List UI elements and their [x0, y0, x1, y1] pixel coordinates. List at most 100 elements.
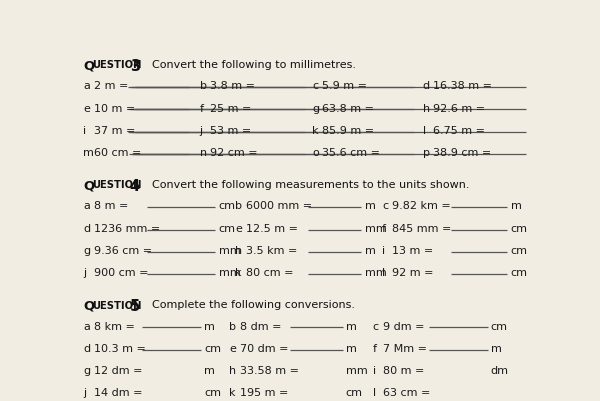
Text: 14 dm =: 14 dm =: [94, 387, 142, 397]
Text: 80 cm =: 80 cm =: [245, 267, 293, 277]
Text: mm: mm: [365, 267, 386, 277]
Text: m: m: [365, 201, 376, 211]
Text: b: b: [200, 81, 206, 91]
Text: m: m: [204, 321, 215, 331]
Text: c: c: [382, 201, 388, 211]
Text: cm: cm: [491, 321, 508, 331]
Text: Q: Q: [83, 59, 95, 72]
Text: 12 dm =: 12 dm =: [94, 365, 142, 375]
Text: j: j: [200, 126, 203, 136]
Text: h: h: [235, 245, 242, 255]
Text: 3.8 m =: 3.8 m =: [210, 81, 255, 91]
Text: h: h: [423, 103, 430, 113]
Text: 7 Mm =: 7 Mm =: [383, 343, 427, 353]
Text: Convert the following to millimetres.: Convert the following to millimetres.: [152, 59, 356, 69]
Text: c: c: [312, 81, 318, 91]
Text: l: l: [423, 126, 426, 136]
Text: 25 m =: 25 m =: [210, 103, 251, 113]
Text: m: m: [346, 321, 356, 331]
Text: 92 m =: 92 m =: [392, 267, 434, 277]
Text: UESTION: UESTION: [92, 180, 141, 190]
Text: cm: cm: [218, 223, 236, 233]
Text: Convert the following measurements to the units shown.: Convert the following measurements to th…: [152, 179, 469, 189]
Text: l: l: [382, 267, 385, 277]
Text: mm: mm: [218, 267, 241, 277]
Text: c: c: [373, 321, 379, 331]
Text: 60 cm =: 60 cm =: [94, 148, 141, 158]
Text: cm: cm: [511, 267, 528, 277]
Text: a: a: [83, 81, 90, 91]
Text: a: a: [83, 321, 90, 331]
Text: UESTION: UESTION: [92, 300, 141, 310]
Text: 63.8 m =: 63.8 m =: [322, 103, 374, 113]
Text: 900 cm =: 900 cm =: [94, 267, 148, 277]
Text: cm: cm: [204, 343, 221, 353]
Text: d: d: [83, 223, 91, 233]
Text: a: a: [83, 201, 90, 211]
Text: k: k: [229, 387, 236, 397]
Text: m: m: [204, 365, 215, 375]
Text: 5: 5: [130, 298, 140, 314]
Text: 80 m =: 80 m =: [383, 365, 424, 375]
Text: 70 dm =: 70 dm =: [239, 343, 288, 353]
Text: 92 cm =: 92 cm =: [210, 148, 257, 158]
Text: m: m: [346, 343, 356, 353]
Text: 13 m =: 13 m =: [392, 245, 433, 255]
Text: 85.9 m =: 85.9 m =: [322, 126, 374, 136]
Text: p: p: [423, 148, 430, 158]
Text: mm: mm: [218, 245, 241, 255]
Text: mm: mm: [346, 365, 367, 375]
Text: Complete the following conversions.: Complete the following conversions.: [152, 299, 355, 309]
Text: 6000 mm =: 6000 mm =: [245, 201, 312, 211]
Text: e: e: [83, 103, 90, 113]
Text: 1236 mm =: 1236 mm =: [94, 223, 160, 233]
Text: m: m: [365, 245, 376, 255]
Text: 8 dm =: 8 dm =: [239, 321, 281, 331]
Text: 3.5 km =: 3.5 km =: [245, 245, 297, 255]
Text: j: j: [83, 387, 86, 397]
Text: 3: 3: [130, 59, 140, 74]
Text: 8 km =: 8 km =: [94, 321, 134, 331]
Text: d: d: [423, 81, 430, 91]
Text: o: o: [312, 148, 319, 158]
Text: 10 m =: 10 m =: [94, 103, 135, 113]
Text: 6.75 m =: 6.75 m =: [433, 126, 485, 136]
Text: cm: cm: [218, 201, 236, 211]
Text: 2 m =: 2 m =: [94, 81, 128, 91]
Text: cm: cm: [511, 245, 528, 255]
Text: m: m: [83, 148, 94, 158]
Text: 9 dm =: 9 dm =: [383, 321, 424, 331]
Text: cm: cm: [511, 223, 528, 233]
Text: e: e: [235, 223, 242, 233]
Text: e: e: [229, 343, 236, 353]
Text: f: f: [382, 223, 386, 233]
Text: UESTION: UESTION: [92, 60, 141, 70]
Text: dm: dm: [491, 365, 509, 375]
Text: 37 m =: 37 m =: [94, 126, 135, 136]
Text: cm: cm: [204, 387, 221, 397]
Text: 38.9 cm =: 38.9 cm =: [433, 148, 491, 158]
Text: m: m: [491, 343, 502, 353]
Text: g: g: [312, 103, 319, 113]
Text: d: d: [83, 343, 91, 353]
Text: 8 m =: 8 m =: [94, 201, 128, 211]
Text: 16.38 m =: 16.38 m =: [433, 81, 492, 91]
Text: i: i: [382, 245, 385, 255]
Text: cm: cm: [346, 387, 362, 397]
Text: b: b: [235, 201, 242, 211]
Text: Q: Q: [83, 179, 95, 192]
Text: f: f: [373, 343, 377, 353]
Text: 12.5 m =: 12.5 m =: [245, 223, 298, 233]
Text: f: f: [200, 103, 203, 113]
Text: mm: mm: [365, 223, 386, 233]
Text: 5.9 m =: 5.9 m =: [322, 81, 367, 91]
Text: Q: Q: [83, 298, 95, 312]
Text: 9.36 cm =: 9.36 cm =: [94, 245, 152, 255]
Text: j: j: [83, 267, 86, 277]
Text: 4: 4: [130, 179, 140, 194]
Text: 10.3 m =: 10.3 m =: [94, 343, 145, 353]
Text: m: m: [511, 201, 521, 211]
Text: g: g: [83, 365, 91, 375]
Text: i: i: [83, 126, 86, 136]
Text: 195 m =: 195 m =: [239, 387, 288, 397]
